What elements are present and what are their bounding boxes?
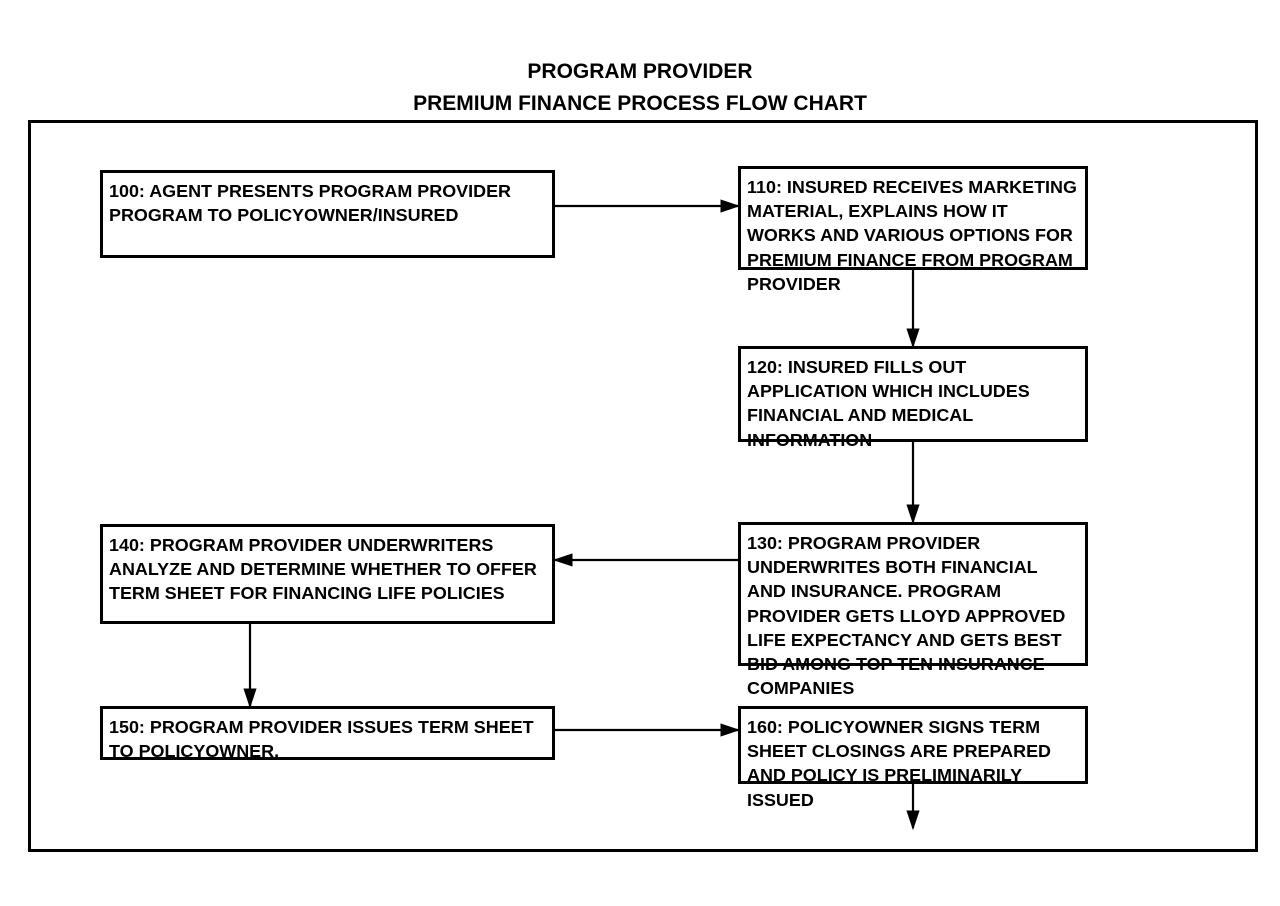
flowchart-node-150: 150: PROGRAM PROVIDER ISSUES TERM SHEET …	[100, 706, 555, 760]
flowchart-node-110: 110: INSURED RECEIVES MARKETING MATERIAL…	[738, 166, 1088, 270]
chart-title-line2: PREMIUM FINANCE PROCESS FLOW CHART	[0, 92, 1280, 116]
flowchart-page: PROGRAM PROVIDER PREMIUM FINANCE PROCESS…	[0, 0, 1280, 906]
flowchart-node-140: 140: PROGRAM PROVIDER UNDERWRITERS ANALY…	[100, 524, 555, 624]
flowchart-node-130: 130: PROGRAM PROVIDER UNDERWRITES BOTH F…	[738, 522, 1088, 666]
flowchart-node-160: 160: POLICYOWNER SIGNS TERM SHEET CLOSIN…	[738, 706, 1088, 784]
chart-title-line1: PROGRAM PROVIDER	[0, 60, 1280, 84]
flowchart-node-100: 100: AGENT PRESENTS PROGRAM PROVIDER PRO…	[100, 170, 555, 258]
flowchart-node-120: 120: INSURED FILLS OUT APPLICATION WHICH…	[738, 346, 1088, 442]
